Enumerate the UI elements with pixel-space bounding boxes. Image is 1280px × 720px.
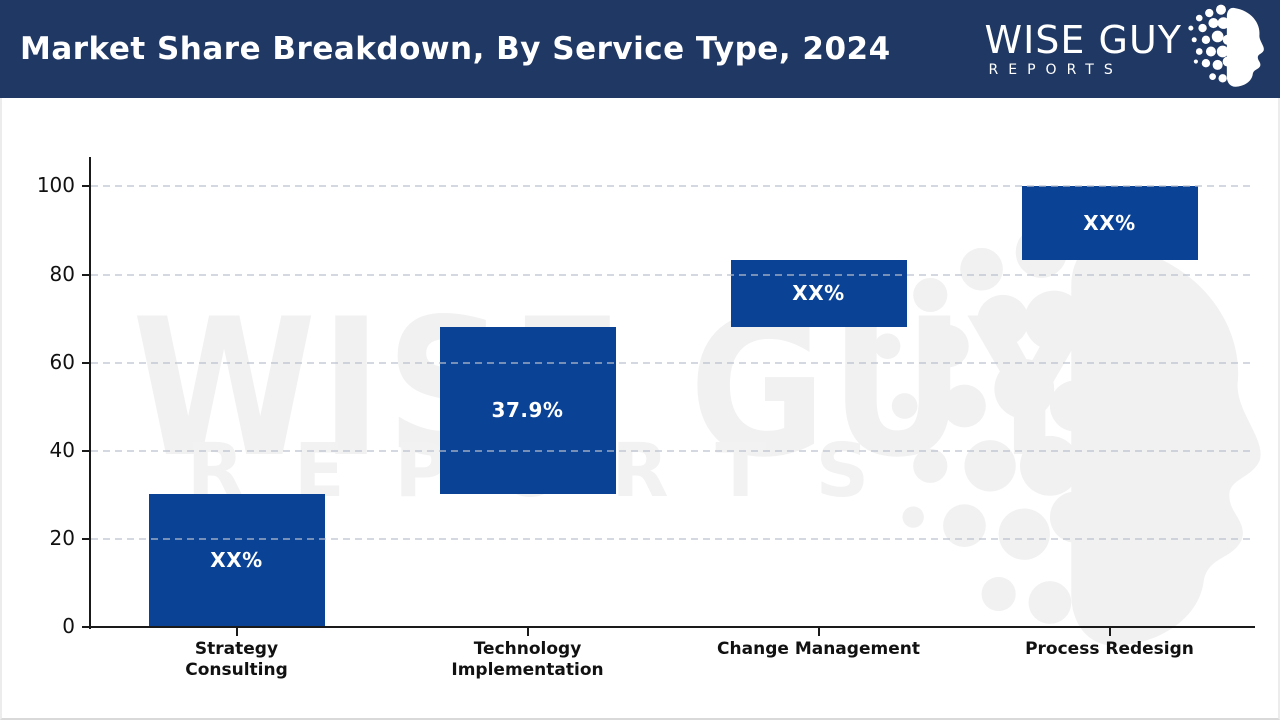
x-axis-label: Process Redesign bbox=[1025, 639, 1194, 659]
x-axis-label: Strategy Consulting bbox=[185, 639, 288, 680]
header-bar: Market Share Breakdown, By Service Type,… bbox=[0, 0, 1280, 98]
watermark-face-icon bbox=[874, 226, 1261, 646]
gridline bbox=[91, 361, 1255, 364]
y-tick bbox=[82, 273, 91, 276]
y-tick-label: 100 bbox=[36, 173, 75, 198]
gridline bbox=[91, 273, 1255, 276]
bar-value-label: 37.9% bbox=[491, 398, 564, 423]
brand-tagline: REPORTS bbox=[988, 62, 1123, 78]
brand-text: WISE GUY REPORTS bbox=[985, 20, 1182, 78]
x-axis-label: Change Management bbox=[717, 639, 920, 659]
y-tick-label: 40 bbox=[49, 437, 75, 462]
brand-name: WISE GUY bbox=[984, 18, 1182, 62]
bar-value-label: XX% bbox=[792, 281, 845, 306]
x-tick bbox=[1108, 628, 1111, 636]
chart-title: Market Share Breakdown, By Service Type,… bbox=[20, 31, 891, 67]
y-tick-label: 0 bbox=[62, 614, 75, 638]
y-tick-label: 60 bbox=[49, 349, 75, 374]
chart-body: WISE GUY REPORTS 020406080100XX%Strategy… bbox=[0, 98, 1280, 720]
bar: XX% bbox=[1021, 186, 1198, 260]
y-axis-line bbox=[89, 157, 91, 629]
x-axis-line bbox=[89, 626, 1255, 628]
gridline bbox=[91, 537, 1255, 540]
gridline bbox=[91, 185, 1255, 188]
y-tick bbox=[82, 361, 91, 364]
y-tick bbox=[82, 449, 91, 452]
x-axis-label: Technology Implementation bbox=[451, 639, 604, 680]
bar-value-label: XX% bbox=[1083, 210, 1136, 235]
bar: 37.9% bbox=[439, 326, 616, 494]
bar-value-label: XX% bbox=[210, 548, 263, 573]
y-tick-label: 80 bbox=[49, 261, 75, 286]
x-tick bbox=[235, 628, 238, 636]
y-tick bbox=[82, 626, 91, 628]
y-tick bbox=[82, 185, 91, 188]
y-tick-label: 20 bbox=[49, 525, 75, 550]
brand-face-icon bbox=[1188, 4, 1264, 87]
bar: XX% bbox=[730, 259, 907, 327]
bar: XX% bbox=[148, 493, 325, 627]
brand-logo: WISE GUY REPORTS bbox=[985, 0, 1268, 98]
x-tick bbox=[817, 628, 820, 636]
x-tick bbox=[526, 628, 529, 636]
y-tick bbox=[82, 537, 91, 540]
gridline bbox=[91, 449, 1255, 452]
